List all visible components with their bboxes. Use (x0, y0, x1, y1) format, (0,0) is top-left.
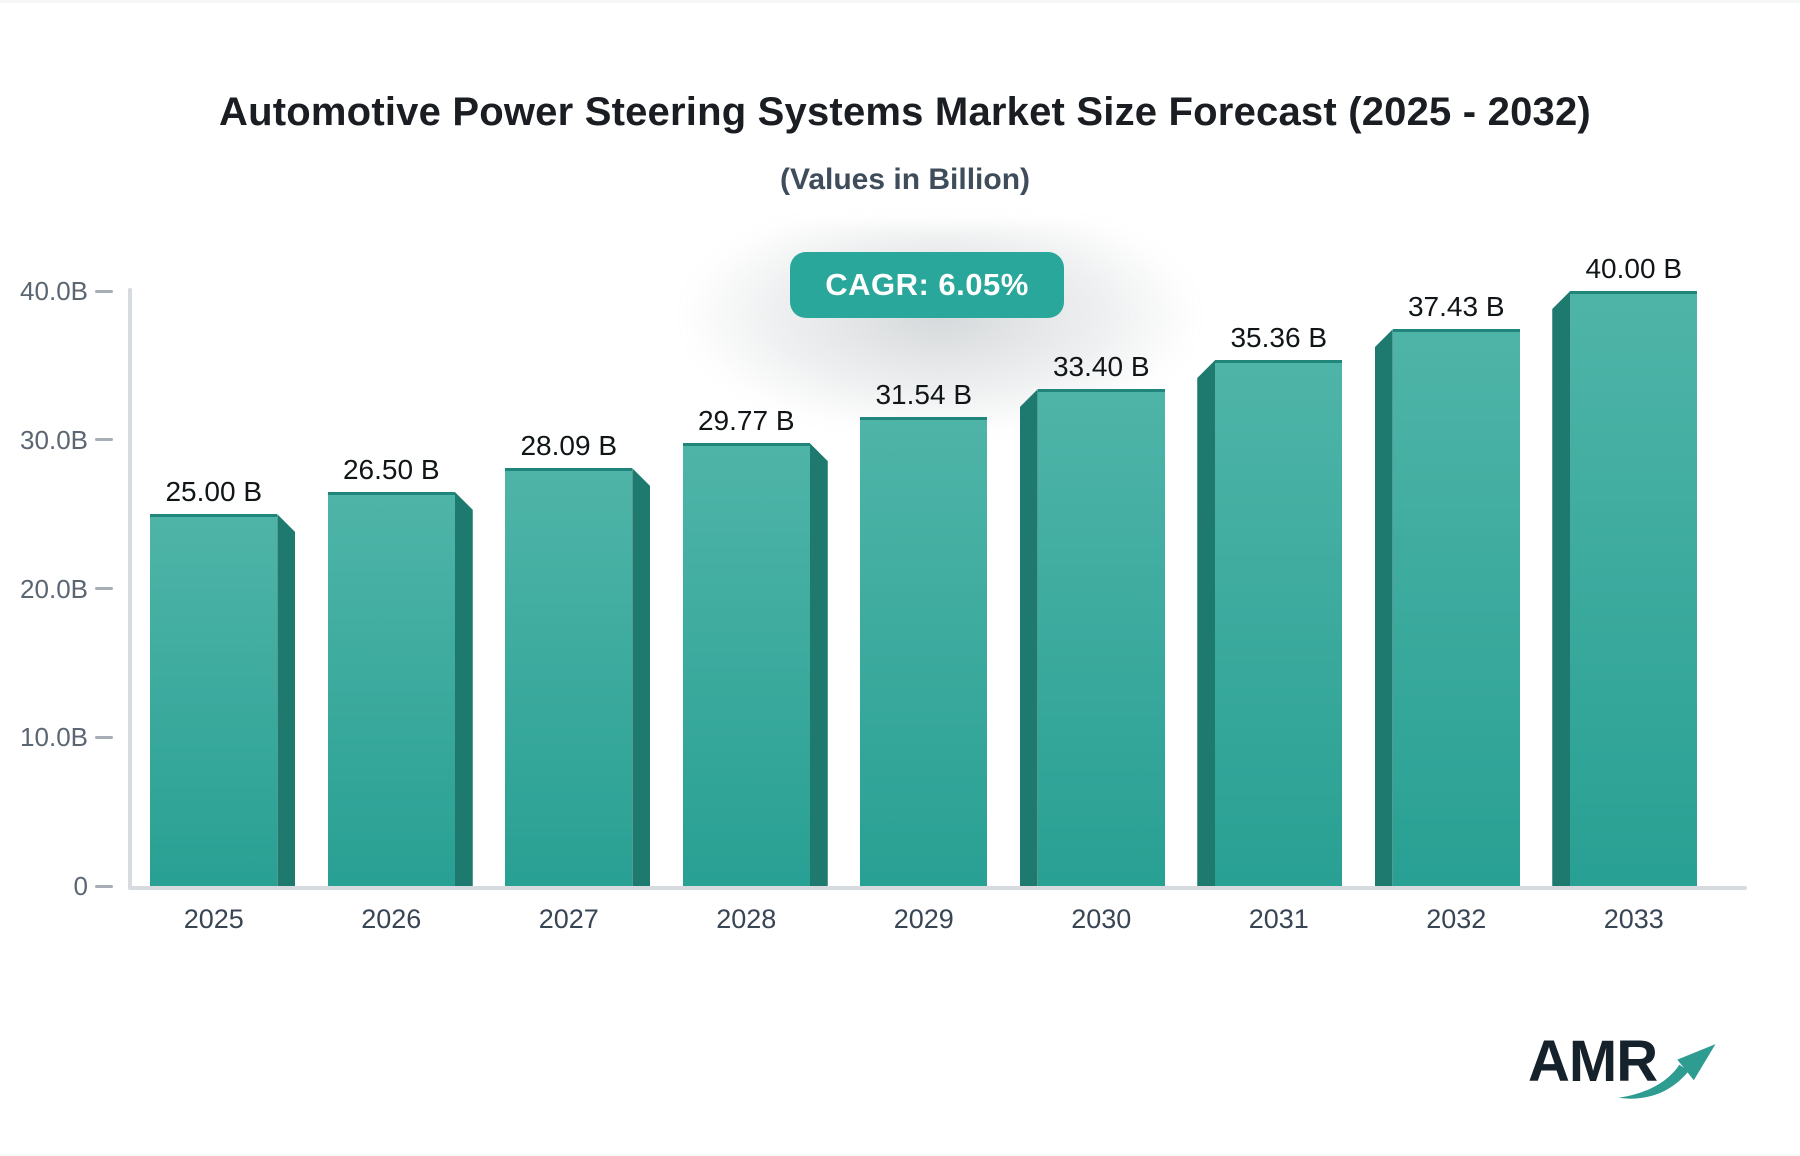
amr-logo-text: AMR (1528, 1029, 1658, 1094)
bar-side (809, 443, 828, 886)
bar-side (632, 468, 651, 886)
bar-side (454, 491, 473, 886)
growth-arrow-icon (1618, 1044, 1716, 1099)
x-axis-label: 2026 (361, 904, 422, 934)
bar-value-label: 29.77 B (697, 405, 795, 437)
cagr-badge: CAGR: 6.05% (790, 252, 1064, 318)
y-axis-tick (95, 884, 113, 888)
bar-side (1197, 360, 1216, 886)
bar-side (1019, 389, 1038, 886)
bar-value-label: 37.43 B (1407, 291, 1505, 323)
bar-face (1215, 360, 1343, 886)
y-axis-tick (95, 735, 113, 739)
x-axis-line (128, 886, 1747, 890)
bar-face (1037, 389, 1165, 886)
bar-face (505, 468, 633, 886)
bar-face (1392, 329, 1520, 886)
bar-side (1374, 329, 1393, 886)
y-axis-tick (95, 587, 113, 590)
x-axis-label: 2027 (538, 904, 599, 934)
y-axis-label: 40.0B (20, 276, 88, 306)
y-axis-tick (95, 438, 113, 442)
bar-face (1570, 291, 1698, 886)
x-axis-label: 2033 (1603, 904, 1664, 934)
bar-side (277, 514, 296, 886)
y-axis-label: 20.0B (20, 573, 88, 604)
bar-side (1552, 291, 1571, 886)
chart-subtitle: (Values in Billion) (779, 163, 1031, 196)
bar-face (860, 416, 988, 886)
window-top-edge (0, 0, 1800, 3)
bar-value-label: 26.50 B (342, 453, 440, 485)
bar-face (682, 443, 810, 886)
x-axis-label: 2025 (183, 904, 244, 934)
bar-face (327, 491, 455, 886)
bar-value-label: 25.00 B (165, 476, 263, 508)
x-axis-label: 2028 (716, 904, 777, 934)
window-bottom-edge (0, 1154, 1800, 1156)
y-axis-tick (95, 289, 113, 293)
bar-value-label: 35.36 B (1230, 322, 1328, 354)
y-axis-label: 10.0B (20, 722, 88, 753)
y-axis-label: 0 (73, 871, 88, 901)
bar-face (150, 514, 278, 886)
bar-value-label: 31.54 B (875, 378, 973, 410)
x-axis-label: 2030 (1071, 904, 1132, 934)
bar-value-label: 33.40 B (1052, 351, 1150, 383)
amr-logo: AMR (1528, 1028, 1738, 1118)
y-axis-label: 30.0B (20, 424, 88, 455)
x-axis-label: 2032 (1426, 904, 1487, 934)
y-axis-line (128, 288, 132, 889)
x-axis-label: 2031 (1248, 904, 1309, 934)
bar-value-label: 40.00 B (1585, 253, 1683, 284)
chart-title: Automotive Power Steering Systems Market… (219, 90, 1591, 134)
bar-value-label: 28.09 B (520, 430, 618, 462)
x-axis-label: 2029 (893, 904, 954, 934)
